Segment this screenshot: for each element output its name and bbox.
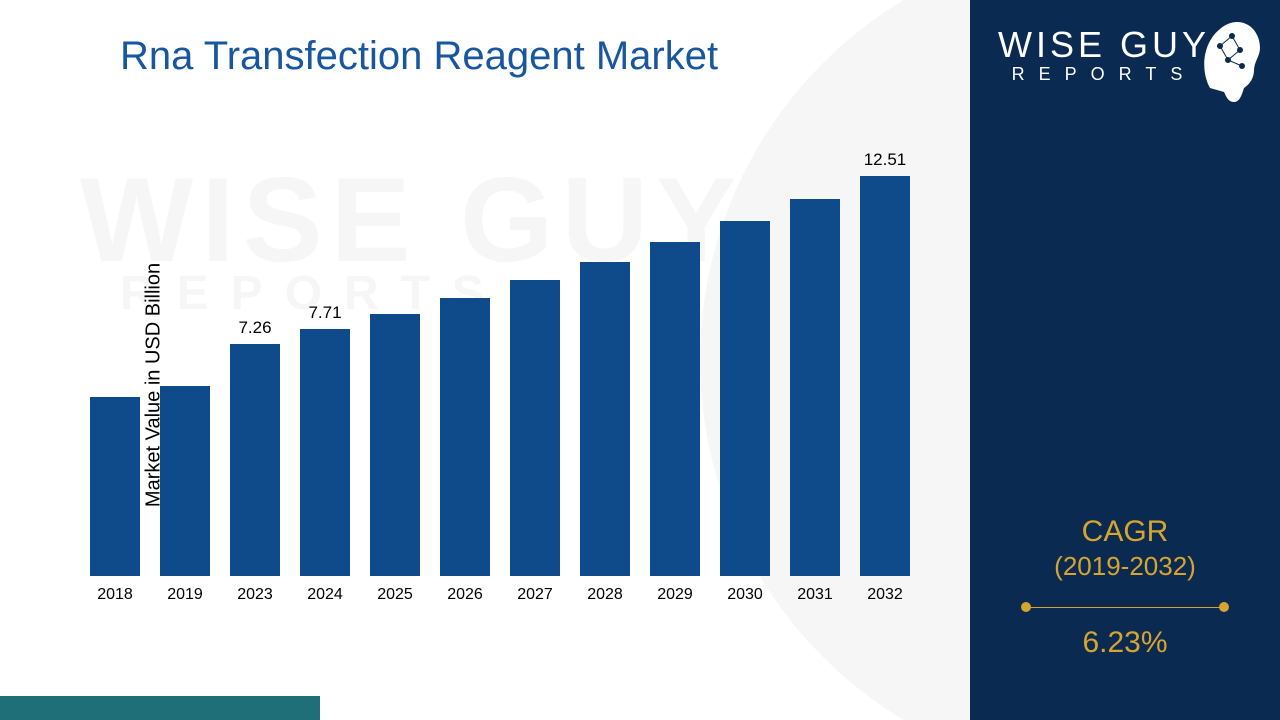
bar — [720, 221, 770, 576]
divider-line — [1026, 607, 1224, 608]
x-tick-label: 2032 — [855, 586, 915, 604]
bar-value-label: 7.26 — [225, 318, 285, 338]
page-root: WISE GUY REPORTS WISE GUY REPORTS Rna Tr… — [0, 0, 1280, 720]
head-icon — [1204, 18, 1262, 104]
bar-chart: Market Value in USD Billion 201820192023… — [42, 160, 922, 610]
cagr-title: CAGR — [1008, 515, 1242, 549]
bar-value-label: 12.51 — [855, 150, 915, 170]
bar — [300, 329, 350, 576]
x-tick-label: 2029 — [645, 586, 705, 604]
x-tick-label: 2023 — [225, 586, 285, 604]
x-tick-label: 2026 — [435, 586, 495, 604]
x-tick-label: 2027 — [505, 586, 565, 604]
bar — [440, 298, 490, 576]
cagr-value: 6.23% — [1008, 626, 1242, 660]
logo-line1: WISE GUY — [998, 24, 1210, 66]
bar — [370, 314, 420, 576]
x-tick-label: 2025 — [365, 586, 425, 604]
bar — [650, 242, 700, 576]
cagr-block: CAGR (2019-2032) 6.23% — [1008, 515, 1242, 660]
divider-dot-right — [1219, 602, 1229, 612]
bottom-strip — [0, 696, 320, 720]
x-tick-label: 2031 — [785, 586, 845, 604]
bar — [90, 397, 140, 576]
x-tick-label: 2018 — [85, 586, 145, 604]
cagr-range: (2019-2032) — [1008, 551, 1242, 582]
x-tick-label: 2028 — [575, 586, 635, 604]
bar — [790, 199, 840, 576]
bar — [230, 344, 280, 576]
x-tick-label: 2019 — [155, 586, 215, 604]
brand-logo: WISE GUY REPORTS — [998, 24, 1210, 85]
divider-dot-left — [1021, 602, 1031, 612]
plot-area: 2018201920237.2620247.712025202620272028… — [90, 160, 922, 576]
x-tick-label: 2030 — [715, 586, 775, 604]
cagr-divider — [1026, 600, 1224, 614]
bar — [160, 386, 210, 576]
bar — [580, 262, 630, 576]
logo-line2: REPORTS — [998, 64, 1210, 85]
page-title: Rna Transfection Reagent Market — [120, 34, 718, 79]
bar-value-label: 7.71 — [295, 303, 355, 323]
x-tick-label: 2024 — [295, 586, 355, 604]
bar — [860, 176, 910, 576]
bar — [510, 280, 560, 576]
